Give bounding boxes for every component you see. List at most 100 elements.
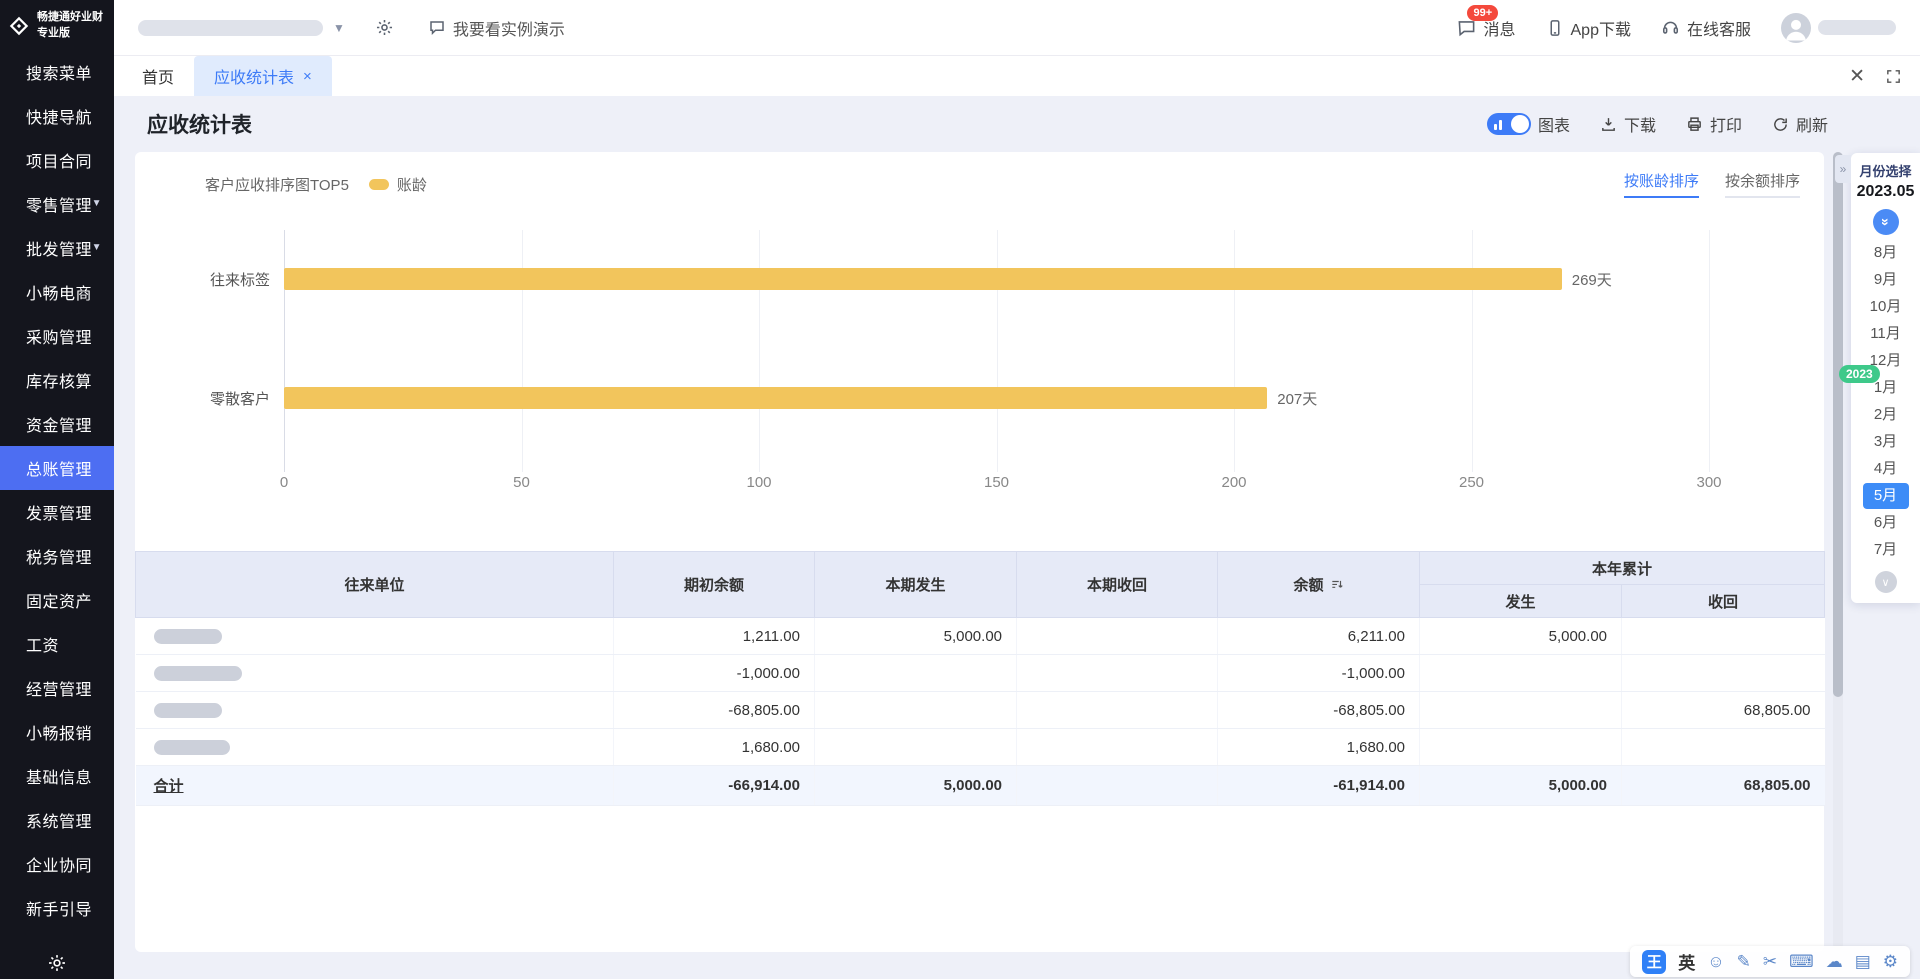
axis-tick-label: 100: [746, 474, 772, 491]
bar-chart-icon: [1493, 120, 1502, 130]
total-link[interactable]: 合计: [153, 778, 184, 795]
company-selector[interactable]: ▼: [138, 19, 345, 36]
chart-toggle-switch[interactable]: [1486, 113, 1531, 135]
table-header: 往来单位 期初余额 本期发生 本期收回 余额 本年累计 发生 收回: [135, 551, 1826, 618]
cell-party: [135, 728, 614, 766]
axis-tick-label: 0: [279, 474, 289, 491]
sidebar-settings-gear-icon[interactable]: [0, 953, 114, 973]
cell-total-received: [1016, 765, 1218, 806]
download-label: 下载: [1623, 118, 1656, 135]
sidebar-item-搜索菜单[interactable]: 搜索菜单: [0, 50, 114, 94]
sort-by-balance-tab[interactable]: 按余额排序: [1724, 170, 1800, 198]
sidebar-item-label: 小畅报销: [26, 725, 93, 743]
avatar[interactable]: [1781, 12, 1811, 43]
sidebar-item-经营管理[interactable]: 经营管理: [0, 666, 114, 710]
sidebar-item-label: 库存核算: [26, 373, 93, 391]
cell-party: [135, 654, 614, 692]
sidebar-item-固定资产[interactable]: 固定资产: [0, 578, 114, 622]
month-10月[interactable]: 10月: [1851, 293, 1920, 320]
month-3月[interactable]: 3月: [1851, 428, 1920, 455]
month-6月[interactable]: 6月: [1851, 509, 1920, 536]
month-2月[interactable]: 2月: [1851, 401, 1920, 428]
online-support-button[interactable]: 在线客服: [1661, 16, 1751, 40]
scrollbar-thumb[interactable]: [1833, 152, 1843, 697]
print-button[interactable]: 打印: [1686, 112, 1742, 136]
settings-gear-icon[interactable]: [375, 18, 394, 37]
redacted-party-name: [153, 665, 242, 681]
month-label: 9月: [1873, 271, 1898, 288]
sidebar-item-新手引导[interactable]: 新手引导: [0, 886, 114, 930]
messages-label: 消息: [1483, 21, 1516, 39]
sidebar-item-资金管理[interactable]: 资金管理: [0, 402, 114, 446]
cell-opening: -68,805.00: [613, 691, 815, 729]
month-label: 1月: [1873, 379, 1898, 396]
tab-应收统计表[interactable]: 应收统计表 ×: [194, 56, 332, 96]
sidebar-item-基础信息[interactable]: 基础信息: [0, 754, 114, 798]
cell-current: 5,000.00: [814, 617, 1017, 655]
redacted-username: [1818, 20, 1896, 35]
scroll-months-up-button[interactable]: »: [1872, 209, 1899, 235]
cell-total-current: 5,000.00: [814, 765, 1017, 806]
cell-ytd_occur: [1419, 728, 1622, 766]
gridline: [1471, 230, 1473, 472]
sidebar-item-工资[interactable]: 工资: [0, 622, 114, 666]
tab-首页[interactable]: 首页: [122, 56, 194, 96]
month-5月[interactable]: 5月: [1851, 482, 1920, 509]
month-8月[interactable]: 8月: [1851, 239, 1920, 266]
sidebar-item-采购管理[interactable]: 采购管理: [0, 314, 114, 358]
category-label: 往来标签: [209, 271, 270, 289]
close-icon[interactable]: ×: [303, 67, 312, 85]
sort-by-aging-tab[interactable]: 按账龄排序: [1623, 170, 1699, 198]
toolbox-icon[interactable]: ▤: [1854, 952, 1871, 971]
settings-icon[interactable]: ⚙: [1882, 952, 1898, 971]
sidebar-item-小畅报销[interactable]: 小畅报销: [0, 710, 114, 754]
cell-opening: 1,680.00: [613, 728, 815, 766]
sidebar-item-总账管理[interactable]: 总账管理: [0, 445, 114, 490]
sidebar-item-label: 新手引导: [26, 901, 93, 919]
sidebar-item-label: 基础信息: [26, 769, 93, 787]
scissors-icon[interactable]: ✂: [1762, 952, 1778, 971]
smiley-icon[interactable]: ☺: [1707, 952, 1725, 971]
tab-label: 应收统计表: [214, 70, 295, 87]
month-1月[interactable]: 1月 2023: [1839, 365, 1920, 401]
keyboard-icon[interactable]: ⌨: [1789, 952, 1814, 971]
sidebar-item-库存核算[interactable]: 库存核算: [0, 358, 114, 402]
month-label: 3月: [1873, 433, 1898, 450]
download-button[interactable]: 下载: [1600, 112, 1656, 136]
sort-icon[interactable]: [1330, 579, 1344, 596]
close-icon[interactable]: ✕: [1849, 65, 1865, 87]
fullscreen-icon[interactable]: [1885, 68, 1902, 85]
user-account[interactable]: [1781, 12, 1896, 43]
month-9月[interactable]: 9月: [1851, 266, 1920, 293]
sidebar-item-快捷导航[interactable]: 快捷导航: [0, 94, 114, 138]
ime-language-toggle[interactable]: 英: [1678, 954, 1696, 973]
receivables-table: 往来单位 期初余额 本期发生 本期收回 余额 本年累计 发生 收回 1,211.00 5,000…: [135, 551, 1826, 806]
sidebar-item-零售管理[interactable]: 零售管理 ▼: [0, 182, 114, 226]
chevron-down-icon: ▼: [333, 20, 345, 35]
refresh-button[interactable]: 刷新: [1772, 112, 1828, 136]
app-download-button[interactable]: App下载: [1546, 16, 1631, 40]
scroll-months-down-button[interactable]: ∨: [1874, 571, 1897, 593]
messages-button[interactable]: 99+ 消息: [1457, 4, 1516, 40]
axis-tick-label: 300: [1696, 474, 1722, 491]
cell-ytd_recv: [1621, 617, 1825, 655]
sidebar-item-发票管理[interactable]: 发票管理: [0, 490, 114, 534]
sidebar-item-批发管理[interactable]: 批发管理 ▼: [0, 226, 114, 270]
ime-logo-button[interactable]: 王: [1642, 949, 1667, 974]
month-label: 10月: [1869, 298, 1902, 315]
sidebar-item-系统管理[interactable]: 系统管理: [0, 798, 114, 842]
sidebar-item-小畅电商[interactable]: 小畅电商: [0, 270, 114, 314]
sidebar-item-项目合同[interactable]: 项目合同: [0, 138, 114, 182]
month-11月[interactable]: 11月: [1851, 320, 1920, 347]
sidebar-item-label: 快捷导航: [26, 109, 93, 127]
demo-link[interactable]: 我要看实例演示: [428, 16, 565, 40]
month-4月[interactable]: 4月: [1851, 455, 1920, 482]
pen-icon[interactable]: ✎: [1736, 952, 1751, 971]
cloud-icon[interactable]: ☁: [1825, 952, 1843, 971]
sidebar-item-label: 工资: [26, 637, 60, 655]
collapse-panel-icon[interactable]: »: [1835, 155, 1851, 183]
month-7月[interactable]: 7月: [1851, 536, 1920, 563]
sidebar-item-企业协同[interactable]: 企业协同: [0, 842, 114, 886]
month-12月[interactable]: 12月: [1851, 347, 1920, 374]
sidebar-item-税务管理[interactable]: 税务管理: [0, 534, 114, 578]
